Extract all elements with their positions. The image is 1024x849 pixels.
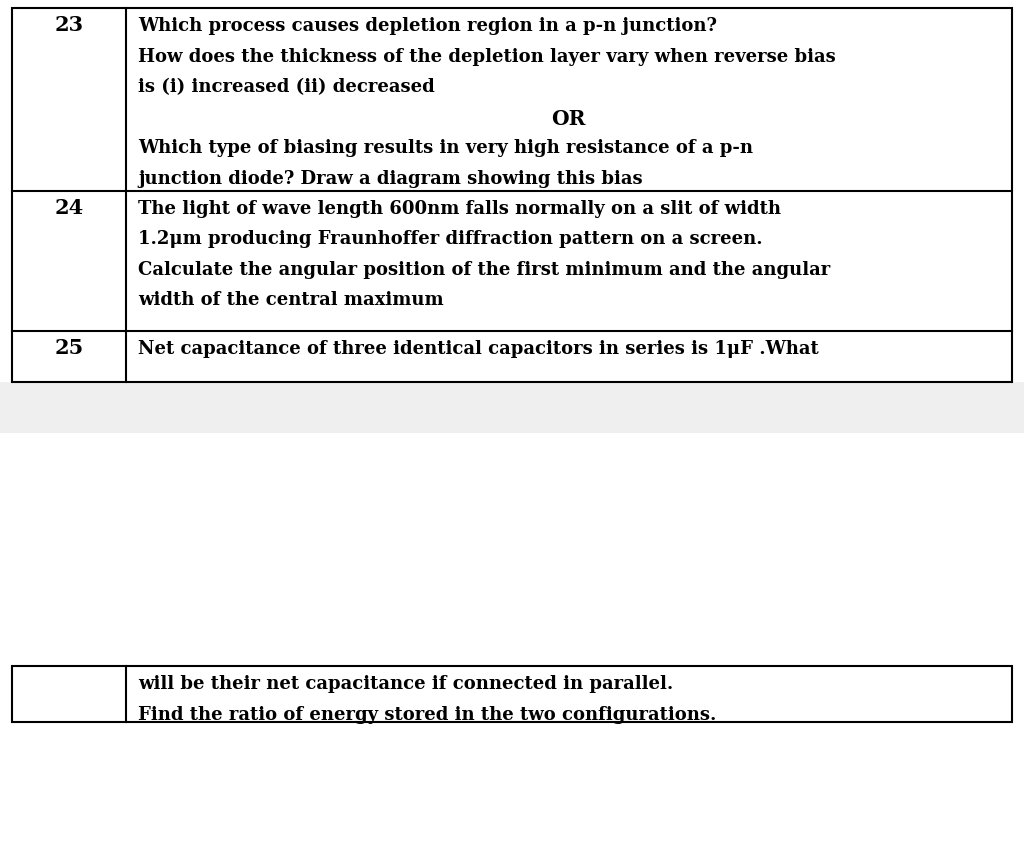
Text: will be their net capacitance if connected in parallel.: will be their net capacitance if connect… — [138, 675, 674, 693]
Bar — [12, 8, 1012, 382]
Text: 25: 25 — [54, 338, 84, 358]
Text: junction diode? Draw a diagram showing this bias: junction diode? Draw a diagram showing t… — [138, 170, 643, 188]
Text: Calculate the angular position of the first minimum and the angular: Calculate the angular position of the fi… — [138, 261, 830, 278]
Text: OR: OR — [552, 109, 586, 129]
Bar — [12, 666, 1012, 722]
Text: 23: 23 — [54, 15, 84, 36]
Text: Which type of biasing results in very high resistance of a p-n: Which type of biasing results in very hi… — [138, 139, 754, 157]
Text: 1.2μm producing Fraunhoffer diffraction pattern on a screen.: 1.2μm producing Fraunhoffer diffraction … — [138, 230, 763, 248]
Text: width of the central maximum: width of the central maximum — [138, 291, 443, 309]
Text: is (i) increased (ii) decreased: is (i) increased (ii) decreased — [138, 78, 435, 96]
Text: The light of wave length 600nm falls normally on a slit of width: The light of wave length 600nm falls nor… — [138, 200, 781, 217]
Text: Which process causes depletion region in a p-n junction?: Which process causes depletion region in… — [138, 17, 717, 35]
Text: Find the ratio of energy stored in the two configurations.: Find the ratio of energy stored in the t… — [138, 706, 717, 723]
Text: 24: 24 — [54, 198, 84, 218]
Text: How does the thickness of the depletion layer vary when reverse bias: How does the thickness of the depletion … — [138, 48, 836, 65]
Bar — [0, 382, 1024, 433]
Text: Net capacitance of three identical capacitors in series is 1μF .What: Net capacitance of three identical capac… — [138, 340, 819, 357]
